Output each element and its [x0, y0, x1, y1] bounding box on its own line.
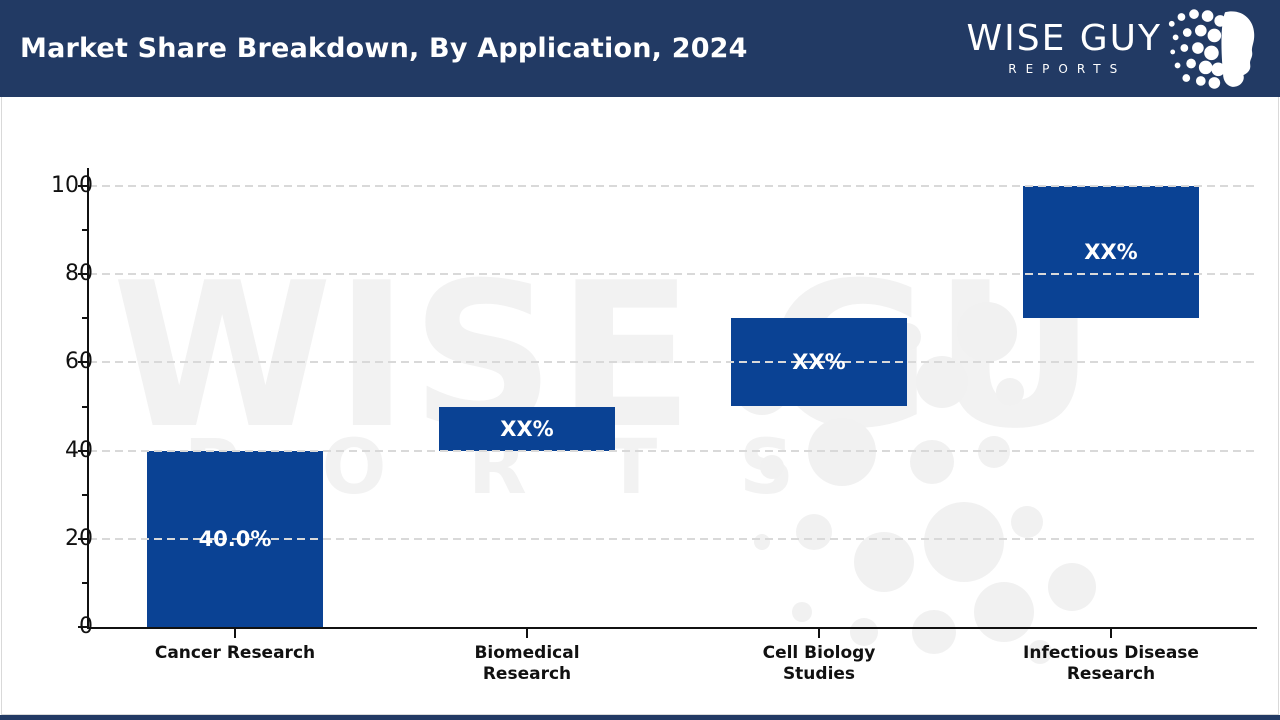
bar-chart: 40.0% XX% XX% XX% 0 20 40 60 80 100 Cancer Researc…: [2, 97, 1278, 714]
bar-value-label: 40.0%: [198, 526, 272, 551]
x-axis-tick: [526, 629, 528, 638]
y-axis-minor-tick: [82, 405, 87, 408]
page-title: Market Share Breakdown, By Application, …: [20, 33, 748, 64]
y-axis-tick-label: 60: [65, 349, 93, 375]
bar-value-label: XX%: [500, 416, 554, 441]
x-axis-category-label: Biomedical Research: [474, 643, 580, 685]
chart-panel: WISE GU PORTS 40.0% XX% XX% XX% 0 20 40 60 80 100…: [1, 97, 1279, 715]
gridline: [89, 185, 1257, 187]
x-axis-category-label: Cell Biology Studies: [762, 643, 876, 685]
y-axis-line: [87, 168, 89, 629]
y-axis-tick-label: 80: [65, 261, 93, 287]
y-axis-tick-label: 40: [65, 437, 93, 463]
x-axis-tick: [234, 629, 236, 638]
gridline: [89, 537, 1257, 540]
gridline: [89, 361, 1257, 364]
x-axis-category-label: Infectious Disease Research: [1023, 643, 1199, 685]
gridline: [89, 449, 1257, 452]
y-axis-tick-label: 100: [51, 173, 93, 198]
bar-value-label: XX%: [1084, 240, 1138, 265]
gridline: [89, 273, 1257, 276]
bar-value-label: XX%: [792, 350, 846, 375]
y-axis-tick: [78, 361, 87, 364]
y-axis-minor-tick: [82, 317, 87, 320]
brand-text: WISE GUY REPORTS: [966, 18, 1163, 77]
x-axis-category-label: Cancer Research: [154, 643, 316, 663]
x-axis-tick: [1110, 629, 1112, 638]
y-axis-tick: [78, 185, 87, 187]
brand-face-icon: [1168, 8, 1255, 89]
y-axis-tick: [78, 626, 87, 628]
header-bar: Market Share Breakdown, By Application, …: [0, 0, 1280, 97]
brand-logo: WISE GUY REPORTS: [967, 7, 1257, 91]
y-axis-minor-tick: [82, 229, 87, 232]
brand-subtitle: REPORTS: [1008, 62, 1127, 76]
y-axis-minor-tick: [82, 493, 87, 496]
x-axis-line: [87, 627, 1257, 629]
bar-segment: [1023, 186, 1199, 319]
y-axis-tick-label: 20: [65, 525, 93, 551]
x-axis-tick: [818, 629, 820, 638]
footer-bar: [0, 715, 1280, 720]
y-axis-tick: [78, 537, 87, 540]
bar-segment: [439, 406, 615, 451]
y-axis-minor-tick: [82, 581, 87, 584]
y-axis-tick-label: 0: [79, 614, 93, 639]
y-axis-tick: [78, 449, 87, 452]
y-axis-tick: [78, 273, 87, 276]
brand-name: WISE GUY: [966, 18, 1162, 59]
